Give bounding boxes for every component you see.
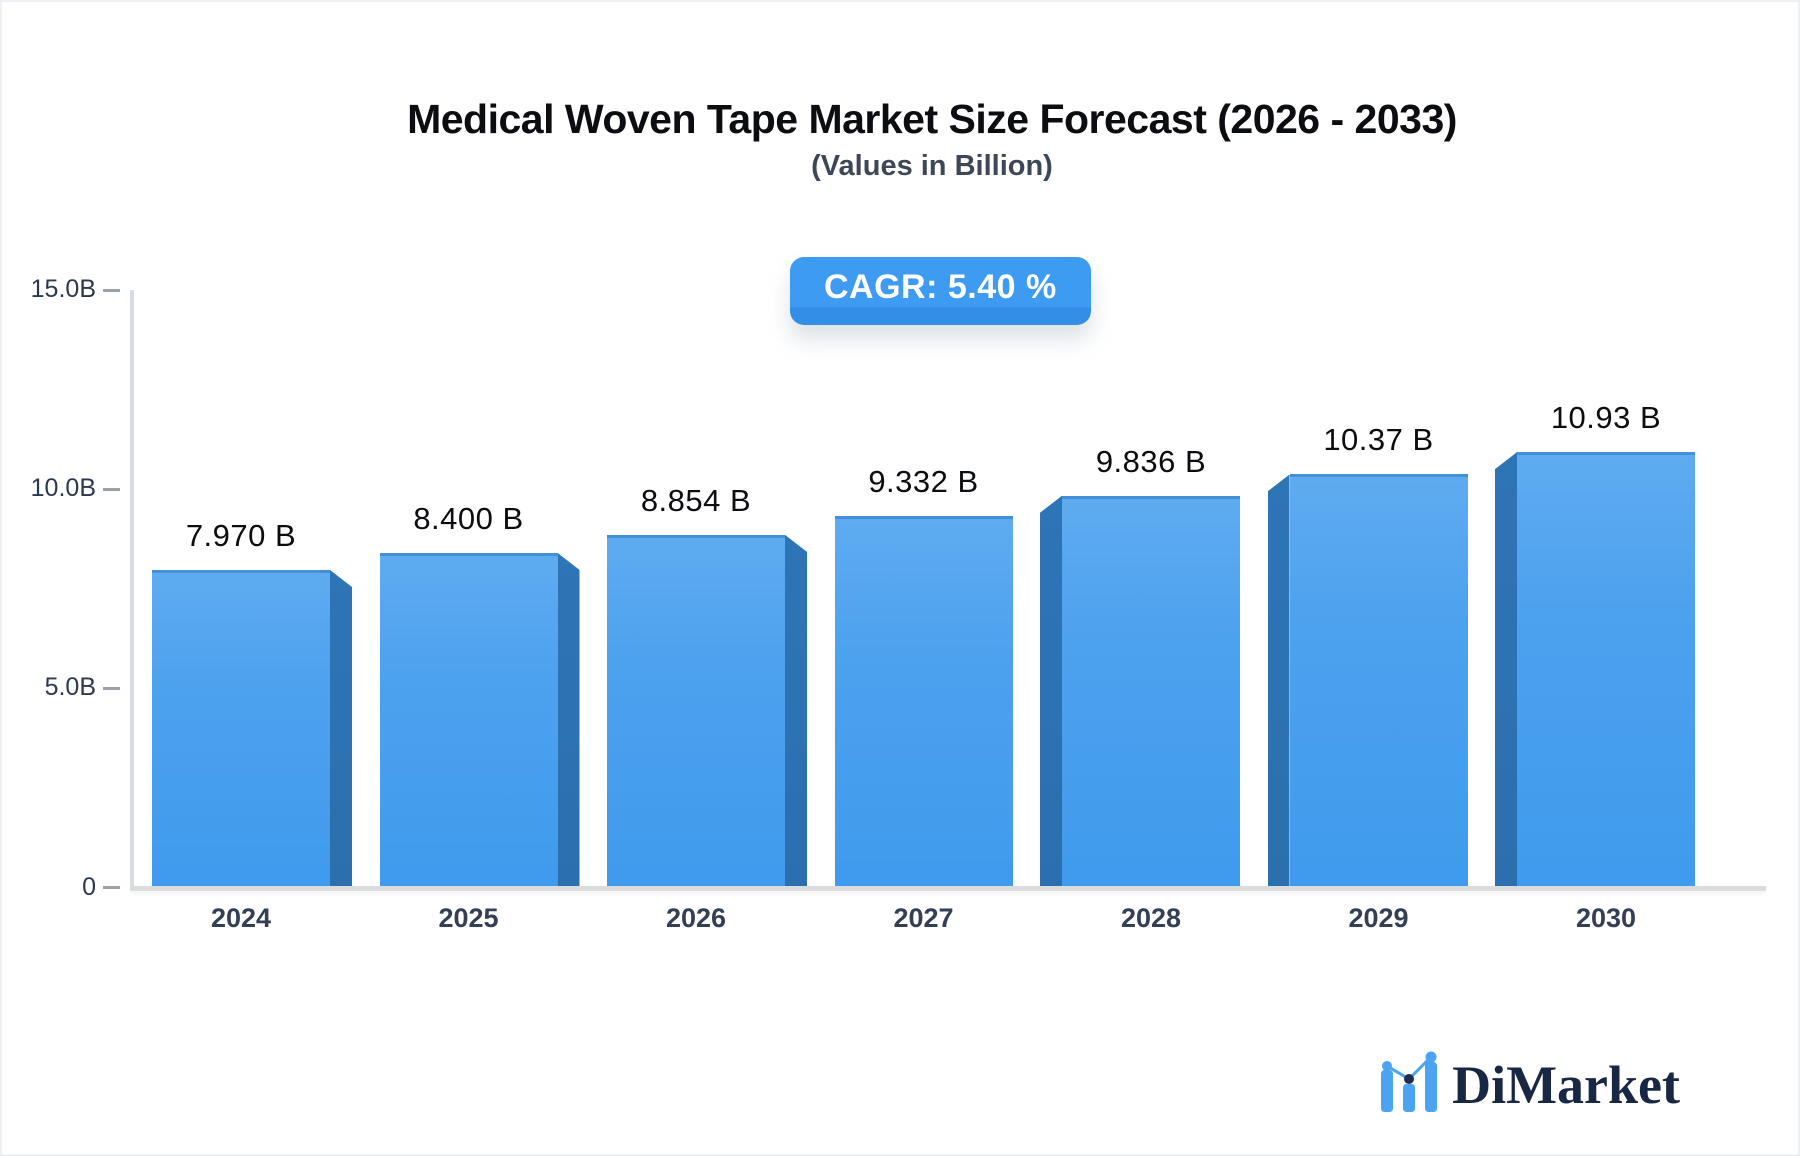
y-tick-label: 5.0B <box>44 673 96 702</box>
y-axis-line <box>130 290 134 887</box>
bar-2024 <box>152 570 330 886</box>
x-axis-label-2026: 2026 <box>665 903 727 933</box>
y-tick-mark <box>103 288 120 292</box>
cagr-badge-label: CAGR: 5.40 % <box>824 267 1057 306</box>
bar-2030 <box>1517 452 1695 886</box>
brand-logo-text: DiMarket <box>1452 1055 1680 1115</box>
x-axis-baseline <box>130 886 1766 891</box>
x-axis-label-2028: 2028 <box>1120 903 1182 933</box>
chart-subtitle: (Values in Billion) <box>811 150 1053 182</box>
bar-value-label: 9.332 B <box>868 463 979 499</box>
bar-value-label: 7.970 B <box>185 518 297 554</box>
bar-side-face <box>1495 452 1517 886</box>
x-axis-label-2030: 2030 <box>1575 903 1637 933</box>
bar-side-face <box>1040 495 1062 886</box>
y-tick-label: 10.0B <box>30 474 96 503</box>
x-axis-label-2029: 2029 <box>1348 903 1409 933</box>
bar-side-face <box>1267 474 1290 886</box>
y-tick-mark <box>103 487 120 491</box>
bar-chart-icon <box>1381 1051 1438 1112</box>
bar-value-label: 10.93 B <box>1550 400 1662 436</box>
bar-2029 <box>1289 474 1468 886</box>
y-tick-mark <box>103 686 120 690</box>
x-axis-label-2025: 2025 <box>438 903 499 933</box>
y-tick-label: 0 <box>82 872 96 901</box>
brand-logo: DiMarket <box>1380 1046 1680 1112</box>
bar-side-face <box>557 552 580 886</box>
y-tick-mark <box>103 886 120 889</box>
bar-2025 <box>379 552 558 886</box>
bar-2028 <box>1062 495 1240 886</box>
bar-2027 <box>834 515 1013 886</box>
y-tick-label: 15.0B <box>30 275 96 304</box>
bar-value-label: 8.854 B <box>640 482 752 518</box>
bar-side-face <box>330 570 352 886</box>
bar-value-label: 10.37 B <box>1323 422 1434 458</box>
chart-title: Medical Woven Tape Market Size Forecast … <box>407 96 1457 142</box>
bar-2026 <box>607 534 785 886</box>
bar-value-label: 9.836 B <box>1095 443 1207 479</box>
bar-side-face <box>785 534 807 886</box>
x-axis-label-2027: 2027 <box>893 903 954 933</box>
cagr-badge: CAGR: 5.40 % <box>790 257 1091 325</box>
x-axis-label-2024: 2024 <box>210 903 272 933</box>
bar-value-label: 8.400 B <box>413 500 524 536</box>
